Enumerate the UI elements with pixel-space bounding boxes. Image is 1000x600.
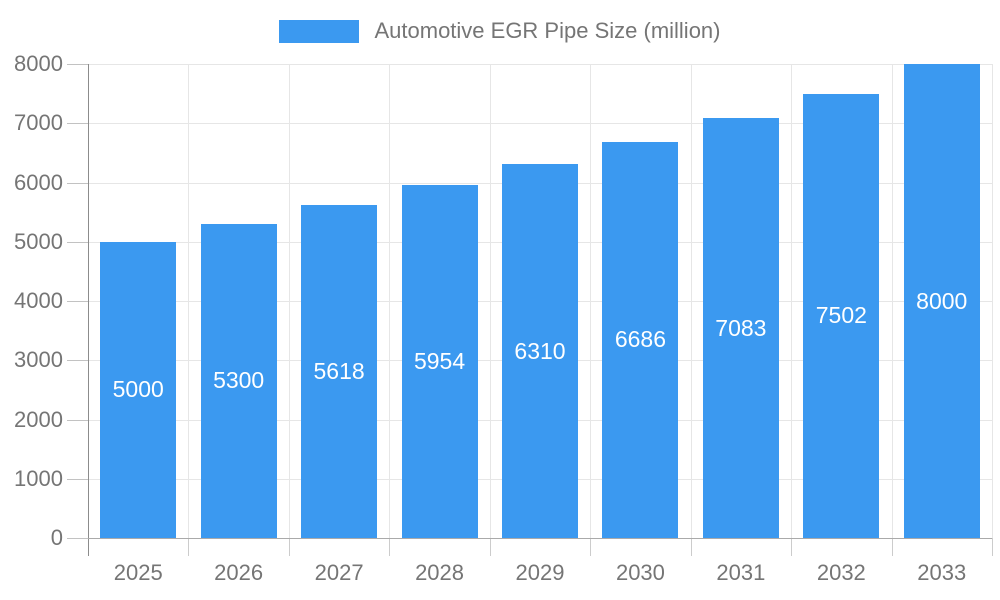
x-tick-mark: [489, 538, 491, 556]
bar: 7502: [803, 93, 880, 538]
x-gridline: [992, 64, 993, 538]
bar: 7083: [702, 118, 779, 538]
y-tick-mark: [67, 478, 88, 480]
bar: 5000: [100, 241, 177, 538]
y-tick-mark: [67, 182, 88, 184]
y-tick-mark: [67, 538, 88, 539]
x-tick-label: 2025: [113, 560, 163, 585]
x-tick-label: 2027: [314, 560, 364, 585]
y-tick-label: 5000: [14, 228, 63, 254]
bar-value-label: 5618: [313, 358, 365, 385]
x-tick-label: 2028: [415, 560, 465, 585]
y-tick-label: 8000: [14, 51, 63, 76]
bar-value-label: 7083: [715, 314, 767, 341]
x-tick-mark: [188, 538, 190, 556]
x-tick-mark: [690, 538, 692, 556]
bar-value-label: 6686: [614, 326, 667, 353]
x-tick-mark: [992, 538, 993, 556]
legend-swatch: [279, 19, 360, 43]
x-gridline: [590, 64, 592, 538]
x-tick-mark: [590, 538, 592, 556]
x-gridline: [389, 64, 391, 538]
x-tick-label: 2033: [917, 560, 967, 585]
y-tick-mark: [67, 301, 88, 302]
y-axis-line: [88, 64, 89, 556]
y-tick-label: 2000: [14, 406, 63, 432]
y-tick-mark: [67, 64, 88, 65]
x-tick-label: 2029: [515, 560, 565, 585]
x-axis-baseline: [88, 538, 992, 539]
bar: 6310: [502, 164, 578, 538]
bar: 5954: [401, 185, 478, 538]
bar-value-label: 6310: [514, 337, 566, 364]
x-tick-mark: [389, 538, 391, 556]
chart-legend: Automotive EGR Pipe Size (million): [0, 18, 1000, 44]
legend-label: Automotive EGR Pipe Size (million): [374, 18, 721, 43]
bar-value-label: 5000: [112, 376, 164, 403]
y-tick-label: 0: [50, 525, 63, 550]
x-tick-mark: [891, 538, 893, 556]
y-tick-mark: [67, 419, 88, 421]
y-gridline: [88, 64, 992, 65]
x-gridline: [288, 64, 290, 538]
bar: 5618: [301, 205, 378, 538]
y-tick-label: 7000: [14, 110, 63, 136]
x-gridline: [690, 64, 692, 538]
x-tick-label: 2026: [214, 560, 264, 585]
x-gridline: [891, 64, 893, 538]
x-gridline: [188, 64, 190, 538]
bar-value-label: 8000: [916, 287, 968, 314]
x-tick-label: 2032: [816, 560, 866, 585]
x-tick-label: 2031: [716, 560, 766, 585]
bar: 5300: [200, 223, 277, 538]
y-tick-mark: [67, 241, 88, 243]
x-tick-mark: [791, 538, 793, 556]
y-gridline: [88, 123, 992, 125]
y-tick-mark: [67, 360, 88, 362]
bar: 6686: [602, 141, 679, 538]
y-tick-label: 1000: [14, 465, 63, 491]
x-tick-label: 2030: [615, 560, 665, 585]
y-tick-label: 6000: [14, 169, 63, 195]
bar-value-label: 5300: [213, 367, 265, 394]
y-tick-label: 4000: [14, 288, 63, 313]
y-tick-mark: [67, 123, 88, 125]
bar-value-label: 5954: [413, 348, 466, 375]
bar-value-label: 7502: [815, 302, 867, 329]
x-gridline: [489, 64, 491, 538]
y-tick-label: 3000: [14, 347, 63, 373]
bar: 8000: [903, 64, 980, 538]
x-gridline: [791, 64, 793, 538]
x-tick-mark: [288, 538, 290, 556]
